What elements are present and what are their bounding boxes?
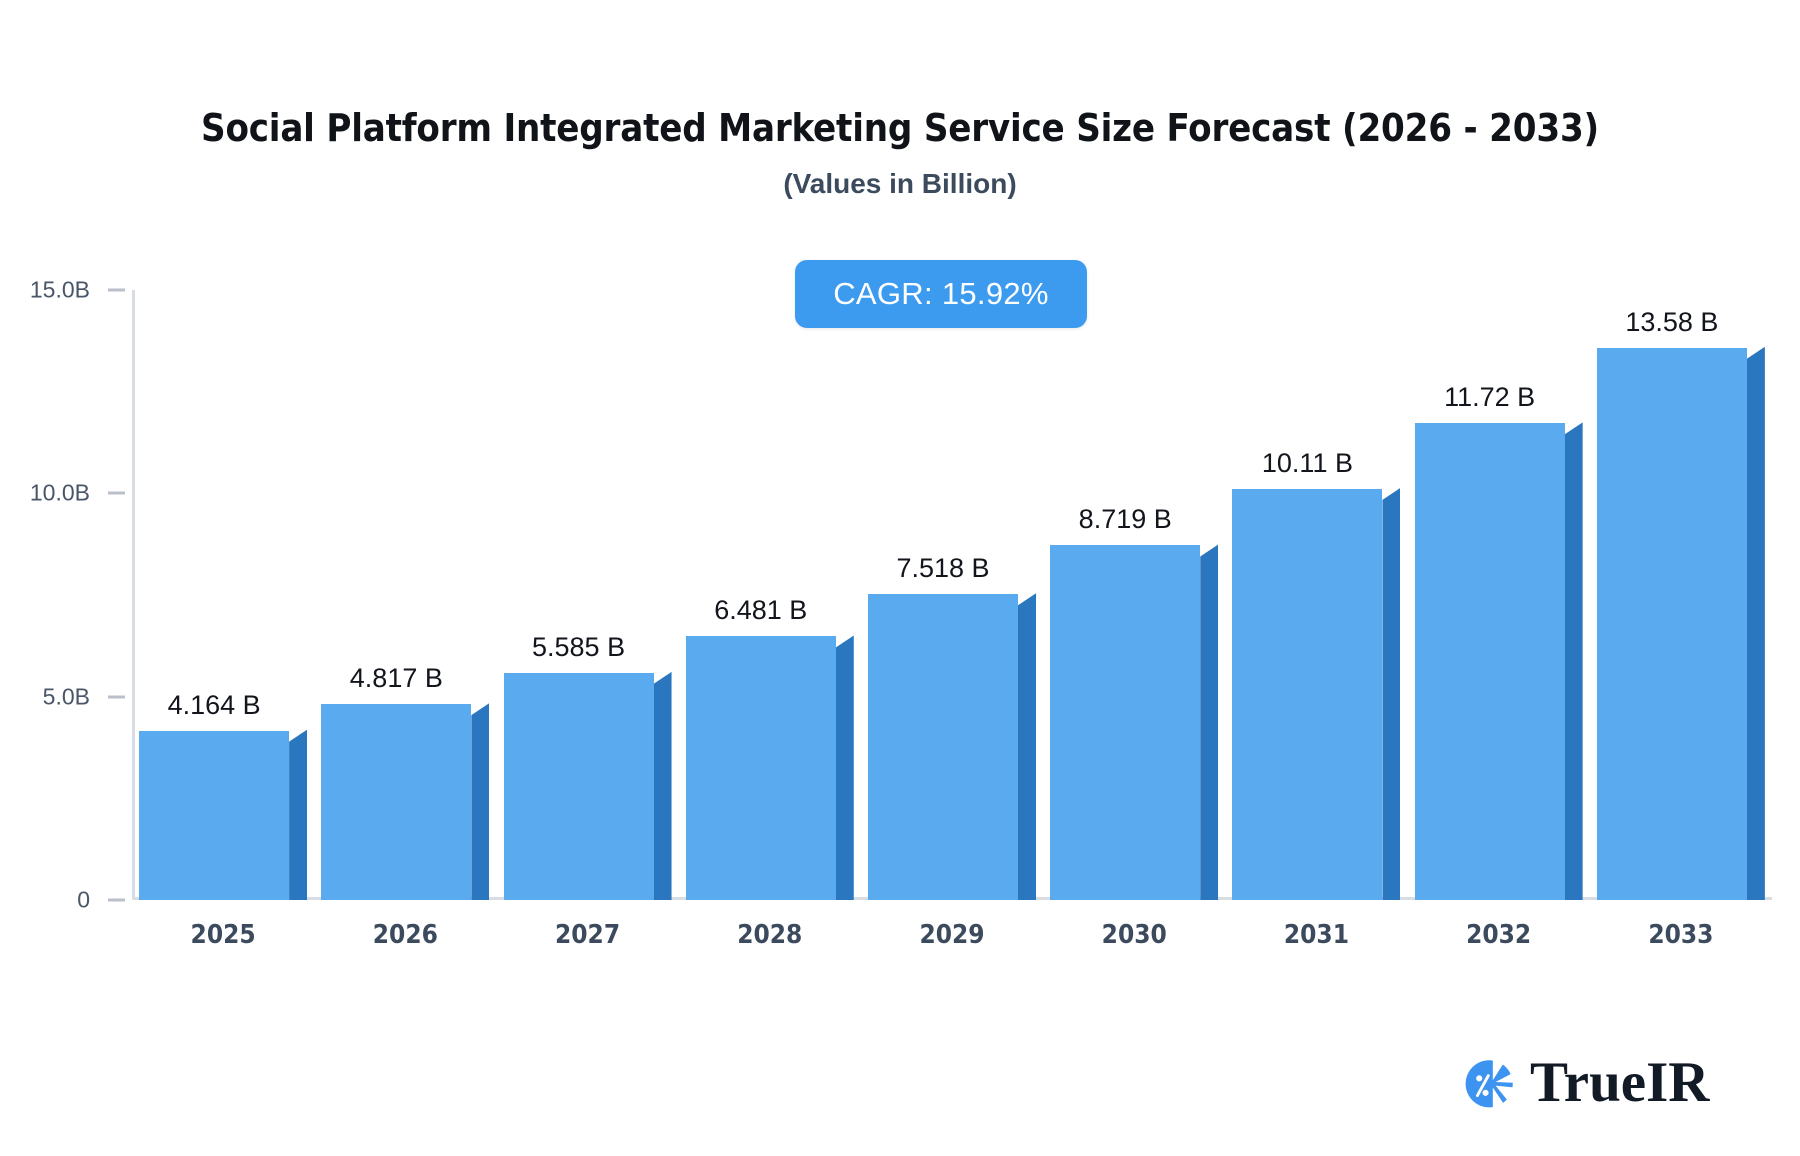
bar-2031[interactable]: 10.11 B [1232,448,1401,900]
x-axis-tick-label: 2028 [737,920,803,950]
x-axis-tick-label: 2031 [1283,920,1349,950]
bar-side-face [1018,593,1036,900]
y-axis-tick-mark [108,695,125,699]
bar-front-face [1050,545,1201,900]
y-axis-line [132,290,135,900]
bar-side-face [289,729,308,900]
y-axis-tick-label: 5.0B [42,683,90,710]
bar-side-face [653,671,672,900]
bar-front-face [1414,423,1565,900]
y-axis-tick-mark [108,288,125,292]
x-axis-tick-label: 2027 [554,920,621,950]
bar-value-label: 13.58 B [1625,306,1719,337]
x-axis-tick-label: 2025 [190,920,256,950]
bar-side-face [1564,422,1583,900]
bar-2026[interactable]: 4.817 B [321,663,490,900]
bar-front-face [321,704,472,900]
bar-front-face [1232,488,1383,900]
x-axis-tick-label: 2029 [919,920,985,950]
y-axis-tick-label: 10.0B [29,479,90,506]
bar-2028[interactable]: 6.481 B [685,595,854,900]
x-axis-tick-label: 2030 [1101,920,1167,950]
bar-side-face [471,703,490,900]
page-title: Social Platform Integrated Marketing Ser… [201,106,1599,150]
plot-area: 4.164 B 4.817 B 5.585 B 6.481 B 7.518 B 8.719… [132,290,1772,900]
bar-2027[interactable]: 5.585 B [503,632,672,900]
x-axis-tick-label: 2032 [1466,920,1532,950]
bar-side-face [835,635,854,900]
brand-name: TrueIR [1530,1050,1710,1114]
bar-front-face [503,672,654,900]
bar-value-label: 8.719 B [1078,504,1172,535]
bar-value-label: 5.585 B [532,631,626,662]
bar-2033[interactable]: 13.58 B [1596,307,1765,900]
y-axis-tick-mark [108,491,125,495]
y-axis-tick-label: 15.0B [29,276,90,303]
pie-percent-icon [1465,1056,1516,1108]
x-axis-tick-label: 2033 [1648,920,1714,950]
bar-2030[interactable]: 8.719 B [1050,504,1219,900]
bar-value-label: 10.11 B [1261,447,1353,478]
bar-side-face [1746,346,1765,900]
bar-2029[interactable]: 7.518 B [868,553,1036,900]
bar-2025[interactable]: 4.164 B [139,690,308,900]
x-axis-tick-label: 2026 [372,920,438,950]
cagr-badge-label: CAGR: 15.92% [833,276,1049,311]
bar-value-label: 11.72 B [1444,382,1536,413]
y-axis-tick-label: 0 [77,886,90,913]
bar-front-face [1596,347,1747,900]
bar-front-face [868,594,1018,900]
bar-value-label: 4.164 B [167,689,261,720]
bar-2032[interactable]: 11.72 B [1414,382,1583,900]
chart-subtitle: (Values in Billion) [783,168,1017,199]
bar-value-label: 4.817 B [349,663,443,694]
bar-value-label: 6.481 B [714,595,808,626]
bar-value-label: 7.518 B [896,553,990,584]
bar-front-face [139,730,290,900]
brand-logo: TrueIR [1462,1053,1709,1111]
cagr-badge: CAGR: 15.92% [795,260,1087,328]
bar-front-face [685,636,836,900]
bar-side-face [1382,487,1401,900]
bar-side-face [1200,544,1219,900]
y-axis-tick-mark [108,898,125,902]
